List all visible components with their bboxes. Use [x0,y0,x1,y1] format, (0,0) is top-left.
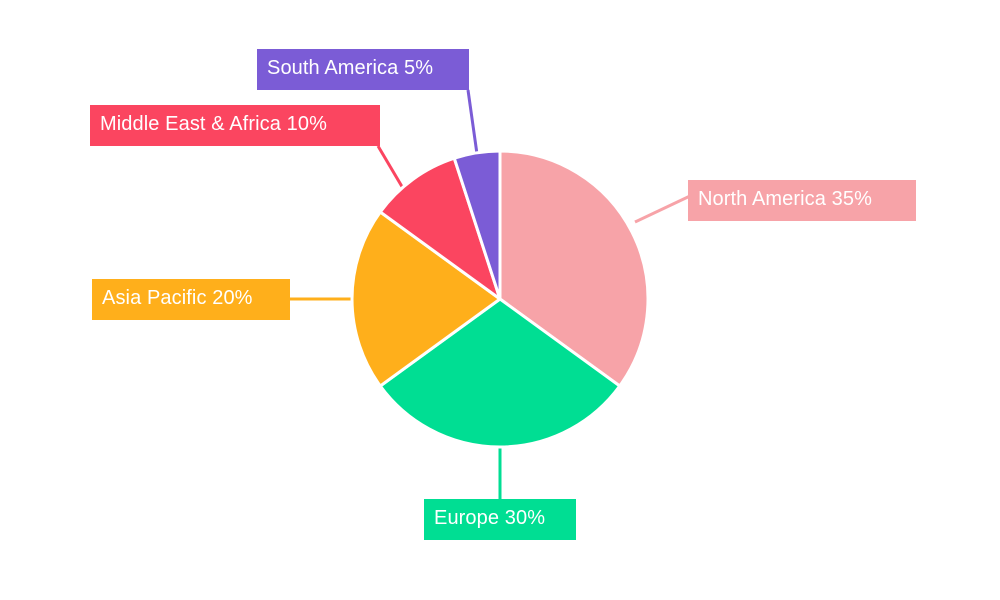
pie-slices-group [350,149,650,449]
slice-label-middle-east-and-africa: Middle East & Africa 10% [90,105,380,146]
pie-slice-europe[interactable] [378,297,622,449]
slice-label-asia-pacific: Asia Pacific 20% [92,279,290,320]
pie-slice-north-america[interactable] [498,149,650,388]
pie-slice-asia-pacific[interactable] [350,210,502,388]
pie-slice-middle-east-and-africa[interactable] [378,156,502,301]
pie-slice-south-america[interactable] [452,149,502,301]
slice-label-north-america: North America 35% [688,180,916,221]
leader-line-north-america [634,194,691,224]
slice-label-europe: Europe 30% [424,499,576,540]
leader-line-south-america [466,89,479,155]
slice-label-south-america: South America 5% [257,49,469,90]
